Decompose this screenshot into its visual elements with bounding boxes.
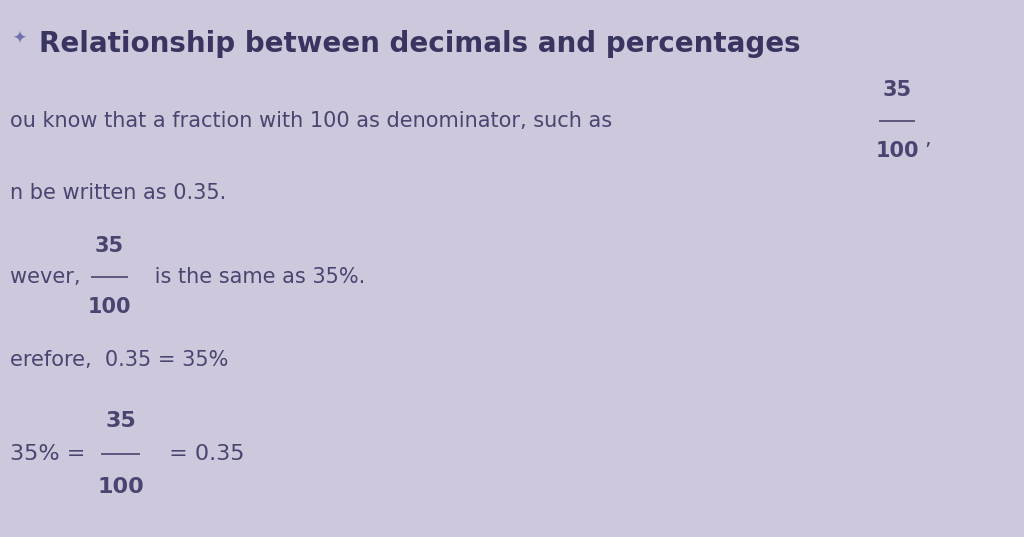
Text: 35% =: 35% = bbox=[10, 444, 93, 464]
Text: ou know that a fraction with 100 as denominator, such as: ou know that a fraction with 100 as deno… bbox=[10, 111, 618, 131]
Text: 35: 35 bbox=[95, 236, 124, 256]
Text: = 0.35: = 0.35 bbox=[162, 444, 245, 464]
Text: wever,: wever, bbox=[10, 266, 87, 287]
Text: 35: 35 bbox=[883, 81, 911, 100]
Text: 100: 100 bbox=[876, 141, 919, 161]
Text: 35: 35 bbox=[105, 411, 136, 431]
Text: Relationship between decimals and percentages: Relationship between decimals and percen… bbox=[39, 30, 801, 57]
Text: ,: , bbox=[925, 128, 931, 149]
Text: 100: 100 bbox=[97, 477, 144, 497]
Text: n be written as 0.35.: n be written as 0.35. bbox=[10, 183, 226, 204]
Text: erefore,  0.35 = 35%: erefore, 0.35 = 35% bbox=[10, 350, 228, 370]
Text: ✦: ✦ bbox=[12, 30, 27, 48]
Text: is the same as 35%.: is the same as 35%. bbox=[148, 266, 366, 287]
Text: 100: 100 bbox=[88, 297, 131, 317]
